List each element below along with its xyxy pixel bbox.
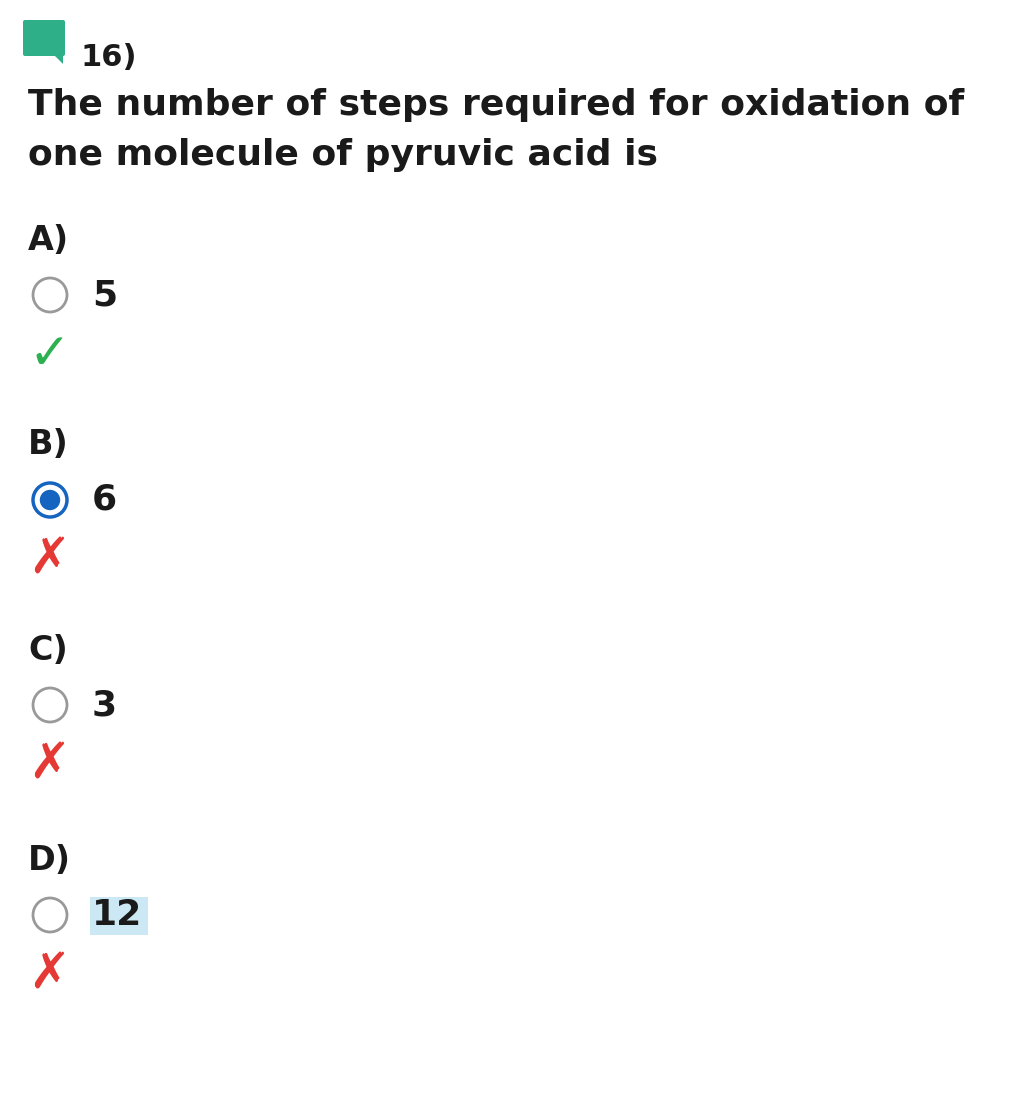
Circle shape [33,898,67,932]
Circle shape [40,489,60,510]
Text: ✗: ✗ [28,536,70,584]
Text: ✓: ✓ [28,331,70,378]
FancyBboxPatch shape [23,20,65,56]
Text: 3: 3 [92,688,117,722]
Text: ✗: ✗ [28,740,70,789]
Text: D): D) [28,844,71,877]
Text: The number of steps required for oxidation of: The number of steps required for oxidati… [28,88,965,122]
Text: 12: 12 [92,898,142,932]
Circle shape [33,688,67,722]
Text: A): A) [28,224,70,257]
Polygon shape [53,54,63,64]
Circle shape [33,483,67,517]
Text: 5: 5 [92,278,117,312]
FancyBboxPatch shape [90,897,148,935]
Text: B): B) [28,429,69,462]
Text: 16): 16) [80,44,136,72]
Text: C): C) [28,633,68,667]
Text: 6: 6 [92,483,117,517]
Text: ✗: ✗ [28,951,70,999]
Circle shape [33,278,67,312]
Text: one molecule of pyruvic acid is: one molecule of pyruvic acid is [28,138,658,172]
